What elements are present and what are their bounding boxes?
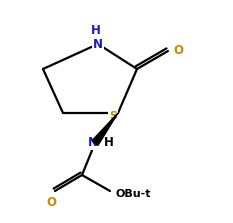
- Text: O: O: [173, 45, 183, 58]
- Text: OBu-t: OBu-t: [115, 189, 151, 199]
- Text: N: N: [88, 136, 98, 149]
- Text: O: O: [46, 196, 56, 209]
- Text: H: H: [91, 23, 101, 37]
- Text: S: S: [109, 111, 117, 121]
- Polygon shape: [92, 113, 118, 145]
- Text: N: N: [93, 37, 103, 50]
- Text: H: H: [104, 136, 114, 149]
